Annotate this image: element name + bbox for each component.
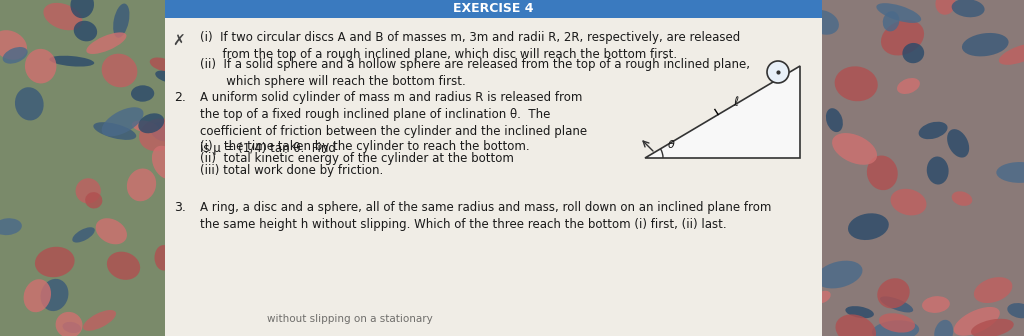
- Text: (ii)  If a solid sphere and a hollow sphere are released from the top of a rough: (ii) If a solid sphere and a hollow sphe…: [200, 58, 750, 88]
- Ellipse shape: [55, 312, 83, 336]
- Ellipse shape: [891, 189, 927, 215]
- Ellipse shape: [106, 252, 140, 280]
- Ellipse shape: [138, 113, 164, 133]
- Text: A ring, a disc and a sphere, all of the same radius and mass, roll down on an in: A ring, a disc and a sphere, all of the …: [200, 201, 771, 231]
- Ellipse shape: [947, 129, 969, 158]
- Ellipse shape: [974, 277, 1013, 303]
- Ellipse shape: [836, 314, 877, 336]
- Ellipse shape: [815, 291, 830, 303]
- Ellipse shape: [951, 191, 973, 206]
- Ellipse shape: [49, 56, 94, 67]
- Ellipse shape: [936, 0, 955, 15]
- Ellipse shape: [877, 3, 922, 23]
- Ellipse shape: [156, 71, 176, 82]
- Ellipse shape: [25, 49, 56, 83]
- Bar: [165, 0, 822, 18]
- Ellipse shape: [1008, 303, 1024, 318]
- Ellipse shape: [880, 296, 913, 312]
- Circle shape: [767, 61, 790, 83]
- Ellipse shape: [73, 227, 95, 243]
- Ellipse shape: [807, 10, 839, 35]
- Ellipse shape: [846, 306, 873, 318]
- Ellipse shape: [101, 54, 137, 87]
- Text: (i)  If two circular discs A and B of masses m, 3m and radii R, 2R, respectively: (i) If two circular discs A and B of mas…: [200, 31, 740, 61]
- Ellipse shape: [826, 108, 843, 132]
- Ellipse shape: [816, 261, 862, 288]
- Bar: [165, 0, 822, 336]
- Ellipse shape: [15, 87, 44, 121]
- Bar: [0, 0, 168, 336]
- Text: $\ell$: $\ell$: [733, 95, 739, 109]
- Text: (i)   the time taken by the cylinder to reach the bottom.: (i) the time taken by the cylinder to re…: [200, 140, 529, 153]
- Ellipse shape: [101, 107, 143, 136]
- Ellipse shape: [998, 43, 1024, 65]
- Text: ✗: ✗: [172, 34, 184, 49]
- Ellipse shape: [951, 0, 985, 17]
- Ellipse shape: [74, 21, 97, 41]
- Ellipse shape: [867, 156, 898, 190]
- Ellipse shape: [113, 4, 129, 38]
- Ellipse shape: [86, 32, 127, 54]
- Ellipse shape: [881, 20, 924, 55]
- Ellipse shape: [131, 85, 155, 102]
- Text: without slipping on a stationary: without slipping on a stationary: [267, 314, 433, 324]
- Text: EXERCISE 4: EXERCISE 4: [453, 2, 534, 15]
- Ellipse shape: [95, 218, 127, 244]
- Ellipse shape: [152, 146, 178, 179]
- Ellipse shape: [848, 213, 889, 240]
- Ellipse shape: [879, 313, 915, 333]
- Ellipse shape: [883, 11, 899, 32]
- Ellipse shape: [0, 218, 22, 235]
- Text: (iii) total work done by friction.: (iii) total work done by friction.: [200, 164, 383, 177]
- Text: $\theta$: $\theta$: [667, 138, 675, 150]
- Ellipse shape: [3, 47, 28, 64]
- Ellipse shape: [953, 307, 999, 336]
- Ellipse shape: [76, 178, 100, 204]
- Text: 2.: 2.: [174, 91, 186, 104]
- Polygon shape: [645, 66, 800, 158]
- Ellipse shape: [85, 192, 102, 209]
- Text: A uniform solid cylinder of mass m and radius R is released from
the top of a fi: A uniform solid cylinder of mass m and r…: [200, 91, 587, 155]
- Ellipse shape: [927, 157, 948, 184]
- Ellipse shape: [878, 278, 909, 308]
- Ellipse shape: [155, 245, 173, 270]
- Ellipse shape: [0, 30, 27, 60]
- Ellipse shape: [996, 162, 1024, 183]
- Ellipse shape: [83, 310, 116, 331]
- Ellipse shape: [835, 66, 878, 101]
- Ellipse shape: [871, 320, 920, 336]
- Bar: [820, 0, 1024, 336]
- Ellipse shape: [151, 123, 174, 141]
- Ellipse shape: [132, 120, 158, 133]
- Ellipse shape: [93, 122, 136, 140]
- Ellipse shape: [934, 320, 953, 336]
- Ellipse shape: [922, 296, 950, 313]
- Ellipse shape: [35, 247, 75, 277]
- Ellipse shape: [833, 133, 878, 165]
- Ellipse shape: [62, 322, 81, 333]
- Text: (ii)  total kinetic energy of the cylinder at the bottom: (ii) total kinetic energy of the cylinde…: [200, 152, 514, 165]
- Ellipse shape: [41, 279, 69, 311]
- Ellipse shape: [919, 122, 947, 139]
- Ellipse shape: [139, 118, 178, 151]
- Ellipse shape: [71, 0, 94, 18]
- Text: 3.: 3.: [174, 201, 186, 214]
- Ellipse shape: [43, 3, 82, 30]
- Ellipse shape: [127, 168, 156, 201]
- Ellipse shape: [902, 43, 925, 63]
- Ellipse shape: [971, 319, 1014, 336]
- Ellipse shape: [897, 78, 920, 94]
- Ellipse shape: [962, 33, 1009, 56]
- Ellipse shape: [150, 57, 175, 71]
- Ellipse shape: [24, 279, 51, 312]
